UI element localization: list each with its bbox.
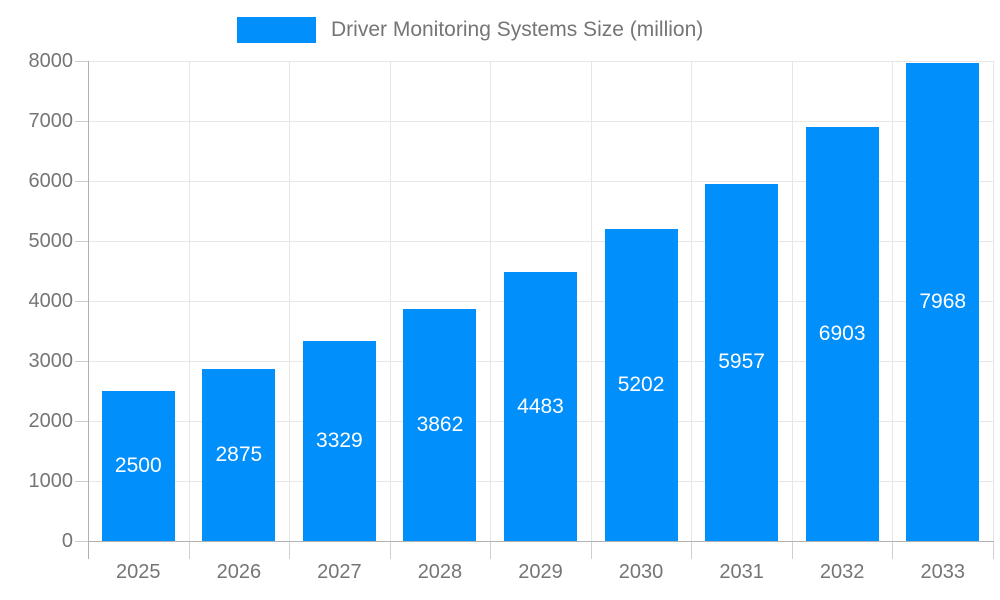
x-axis-tick	[289, 542, 291, 559]
legend-label: Driver Monitoring Systems Size (million)	[331, 18, 704, 41]
x-axis-tick	[691, 542, 693, 559]
y-axis-tick	[75, 361, 88, 362]
bar-value-label: 2500	[114, 454, 162, 477]
bar-2025[interactable]: 2500	[101, 391, 175, 541]
x-axis-tick	[188, 542, 190, 559]
bar-value-label: 3862	[416, 413, 464, 437]
x-axis-tick-label: 2031	[719, 561, 764, 583]
y-axis-tick	[75, 301, 88, 302]
x-axis-tick	[490, 542, 492, 559]
x-axis-tick-label: 2032	[819, 561, 865, 583]
x-axis-tick	[791, 542, 793, 559]
x-axis-tick	[892, 542, 894, 559]
x-axis-tick-label: 2026	[216, 561, 262, 583]
bar-value-label: 5202	[617, 372, 665, 396]
gridline-vertical	[188, 61, 190, 541]
y-axis-tick-label: 0	[61, 530, 73, 552]
gridline-vertical	[691, 61, 693, 541]
y-axis-tick-label: 4000	[28, 290, 74, 312]
y-axis-tick-label: 6000	[28, 170, 74, 192]
bar-value-label: 3329	[316, 429, 363, 453]
gridline-vertical	[892, 61, 894, 541]
y-axis-tick	[75, 61, 88, 62]
x-axis-tick-label: 2029	[518, 561, 563, 583]
bar-value-label: 5957	[718, 350, 765, 374]
bar-value-label: 2875	[215, 442, 263, 466]
bar-2031[interactable]: 5957	[705, 183, 779, 541]
x-axis-line	[88, 541, 994, 542]
y-axis-tick	[75, 121, 88, 122]
y-axis-tick-label: 7000	[28, 110, 74, 132]
x-axis-tick	[993, 542, 994, 559]
x-axis-tick-label: 2033	[920, 561, 965, 583]
bar-2032[interactable]: 6903	[805, 126, 879, 541]
gridline-vertical	[791, 61, 793, 541]
gridline-vertical	[993, 61, 994, 541]
y-axis-line	[88, 61, 89, 559]
y-axis-tick	[75, 541, 88, 542]
x-axis-tick-label: 2025	[116, 561, 161, 583]
gridline-vertical	[289, 61, 291, 541]
gridline-vertical	[490, 61, 492, 541]
y-axis-tick-label: 1000	[28, 470, 74, 492]
legend-swatch-icon	[237, 17, 316, 43]
bar-value-label: 4483	[517, 394, 564, 418]
y-axis-tick-label: 2000	[28, 410, 74, 432]
bar-2033[interactable]: 7968	[906, 62, 980, 541]
y-axis-tick-label: 8000	[28, 50, 74, 72]
legend[interactable]: Driver Monitoring Systems Size (million)	[237, 17, 703, 43]
x-axis-tick-label: 2030	[618, 561, 664, 583]
bar-value-label: 6903	[818, 321, 866, 345]
y-axis-tick	[75, 421, 88, 422]
y-axis-tick	[75, 481, 88, 482]
y-axis-tick	[75, 241, 88, 242]
gridline-vertical	[389, 61, 391, 541]
y-axis-tick-label: 3000	[28, 350, 74, 372]
bar-2030[interactable]: 5202	[604, 228, 678, 541]
gridline-horizontal	[88, 241, 993, 242]
gridline-horizontal	[88, 181, 993, 182]
gridline-horizontal	[88, 121, 993, 122]
x-axis-tick-label: 2027	[317, 561, 362, 583]
bar-2026[interactable]: 2875	[202, 368, 276, 541]
x-axis-tick-label: 2028	[417, 561, 463, 583]
gridline-vertical	[590, 61, 592, 541]
bar-2029[interactable]: 4483	[504, 272, 577, 541]
x-axis-tick	[590, 542, 592, 559]
y-axis-tick	[75, 181, 88, 182]
gridline-horizontal	[88, 61, 993, 62]
bar-value-label: 7968	[919, 289, 967, 313]
y-axis-tick-label: 5000	[28, 230, 74, 252]
bar-2027[interactable]: 3329	[302, 341, 376, 541]
bar-2028[interactable]: 3862	[403, 309, 477, 541]
x-axis-tick	[389, 542, 391, 559]
